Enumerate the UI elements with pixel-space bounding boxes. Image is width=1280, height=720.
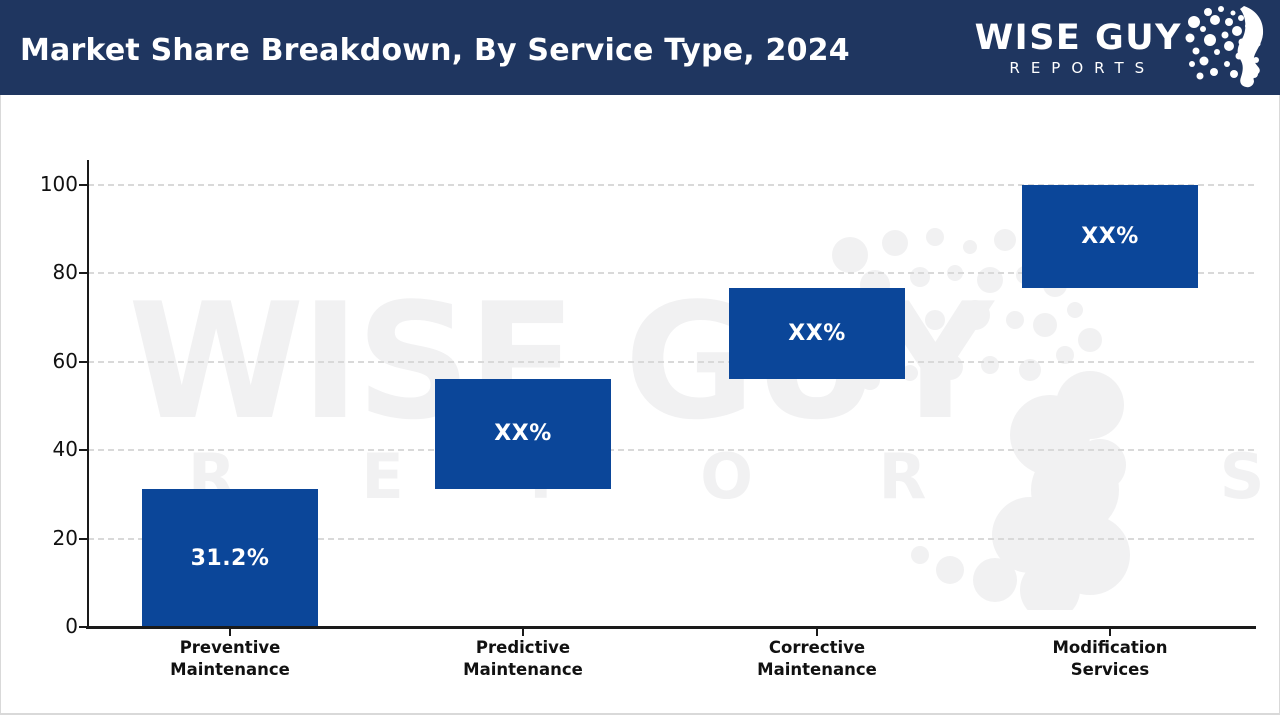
bar-segment: XX% [729,288,905,379]
x-category-label: Corrective Maintenance [757,638,877,679]
y-tick-mark [79,360,87,363]
dotted-face-icon [1185,6,1264,88]
gridline-y-80 [88,272,1256,275]
x-category-label: Predictive Maintenance [463,638,583,679]
header-band: Market Share Breakdown, By Service Type,… [0,0,1280,95]
frame-border-bottom [0,713,1280,715]
x-category-label: Preventive Maintenance [170,638,290,679]
y-tick-label: 0 [65,614,78,638]
x-tick-mark [816,629,818,636]
wise-guy-reports-logo: WISE GUY REPORTS [975,4,1266,90]
bar-segment: XX% [435,378,611,490]
logo-subtitle: REPORTS [1009,58,1156,77]
x-axis-line [86,626,1256,629]
bar-value-label: XX% [1081,224,1139,250]
bar-segment: 31.2% [142,489,318,627]
y-tick-label: 60 [52,348,78,373]
logo-wordmark: WISE GUY [974,17,1182,58]
watermark-face-icon [819,228,1130,610]
y-tick-label: 20 [52,525,78,550]
bar-value-label: XX% [788,321,846,346]
gridline-y-40 [88,449,1256,452]
gridline-y-20 [88,537,1256,540]
y-tick-mark [79,449,87,452]
gridline-y-60 [88,360,1256,363]
bar-value-label: 31.2% [190,545,270,571]
x-tick-mark [229,629,231,636]
gridline-y-100 [88,184,1256,186]
y-tick-label: 100 [39,172,78,196]
page-title: Market Share Breakdown, By Service Type,… [20,33,850,68]
y-axis-line [87,160,89,629]
y-tick-label: 40 [52,437,78,462]
y-tick-mark [79,537,87,540]
y-tick-mark [79,626,87,628]
y-tick-mark [79,184,87,186]
bar-value-label: XX% [494,421,552,447]
y-tick-label: 80 [52,260,78,285]
x-tick-mark [1109,629,1111,636]
bar-segment: XX% [1022,185,1198,289]
y-tick-mark [79,272,87,275]
logo-text: WISE GUY REPORTS [975,18,1182,77]
x-category-label: Modification Services [1052,638,1168,679]
frame-border-left [0,95,1,715]
x-tick-mark [522,629,524,636]
